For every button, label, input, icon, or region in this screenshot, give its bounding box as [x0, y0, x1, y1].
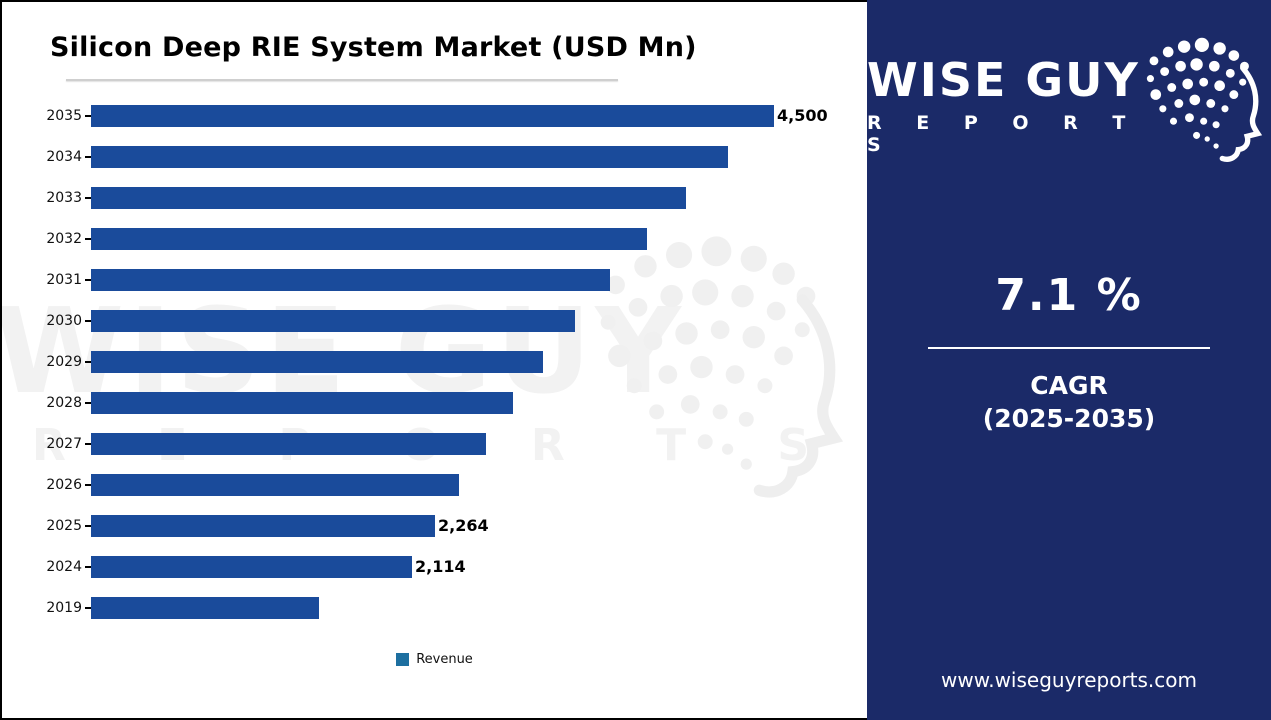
brand-logo: WISE GUY R E P O R T S: [867, 37, 1271, 182]
revenue-bar: [91, 432, 486, 455]
y-axis-tick-label: 2030: [46, 312, 82, 329]
brand-head-dots-icon: [1146, 37, 1262, 162]
bar-row: 2031: [36, 259, 867, 300]
bar-value-label: 4,500: [777, 106, 828, 125]
bar-row: 2033: [36, 177, 867, 218]
axis-tick: [85, 114, 91, 117]
y-axis-tick-label: 2034: [46, 148, 82, 165]
bar-row: 2032: [36, 218, 867, 259]
cagr-range: (2025-2035): [982, 404, 1156, 433]
cagr-value: 7.1 %: [995, 270, 1143, 321]
revenue-bar: [91, 145, 728, 168]
y-axis-tick-label: 2027: [46, 435, 82, 452]
y-axis-tick-label: 2031: [46, 271, 82, 288]
legend-swatch: [396, 653, 410, 666]
chart-panel: WISE GUY R E P O R T S Silicon Deep RIE …: [0, 0, 867, 720]
brand-subname: R E P O R T S: [867, 112, 1140, 157]
axis-tick: [85, 319, 91, 322]
revenue-bar: [91, 104, 774, 127]
chart-title: Silicon Deep RIE System Market (USD Mn): [50, 32, 697, 63]
axis-tick: [85, 196, 91, 199]
y-axis-tick-label: 2029: [46, 353, 82, 370]
brand-name: WISE GUY: [867, 53, 1140, 107]
axis-tick: [85, 442, 91, 445]
axis-tick: [85, 524, 91, 527]
bar-value-label: 2,114: [415, 557, 466, 576]
bar-row: 2030: [36, 300, 867, 341]
revenue-bar: [91, 391, 513, 414]
revenue-bar: [91, 514, 435, 537]
cagr-label: CAGR: [1030, 371, 1108, 400]
side-panel: WISE GUY R E P O R T S 7.1 % CAGR (2025-: [867, 0, 1271, 720]
bar-row: 2019: [36, 587, 867, 628]
bar-row: 2027: [36, 423, 867, 464]
bar-row: 2035 4,500: [36, 95, 867, 136]
axis-tick: [85, 565, 91, 568]
revenue-bar: [91, 555, 412, 578]
y-axis-tick-label: 2028: [46, 394, 82, 411]
cagr-divider: [928, 347, 1210, 349]
legend-label: Revenue: [416, 652, 473, 667]
y-axis-tick-label: 2033: [46, 189, 82, 206]
bar-row: 2034: [36, 136, 867, 177]
axis-tick: [85, 401, 91, 404]
y-axis-tick-label: 2026: [46, 476, 82, 493]
y-axis-tick-label: 2032: [46, 230, 82, 247]
y-axis-tick-label: 2019: [46, 599, 82, 616]
brand-text: WISE GUY R E P O R T S: [867, 53, 1172, 157]
revenue-bar: [91, 186, 686, 209]
title-underline: [66, 79, 618, 81]
axis-tick: [85, 155, 91, 158]
y-axis-tick-label: 2024: [46, 558, 82, 575]
bar-chart: 2035 4,500 2034 2033 2032 2031 2030 2029 2028 202…: [2, 95, 867, 628]
bar-row: 2029: [36, 341, 867, 382]
revenue-bar: [91, 596, 319, 619]
bar-row: 2025 2,264: [36, 505, 867, 546]
axis-tick: [85, 360, 91, 363]
revenue-bar: [91, 350, 543, 373]
axis-tick: [85, 606, 91, 609]
y-axis-tick-label: 2035: [46, 107, 82, 124]
bar-row: 2024 2,114: [36, 546, 867, 587]
bar-row: 2028: [36, 382, 867, 423]
revenue-bar: [91, 309, 575, 332]
revenue-bar: [91, 227, 647, 250]
y-axis-tick-label: 2025: [46, 517, 82, 534]
axis-tick: [85, 237, 91, 240]
revenue-bar: [91, 268, 610, 291]
website-url: www.wiseguyreports.com: [940, 668, 1197, 692]
axis-tick: [85, 278, 91, 281]
chart-legend: Revenue: [2, 652, 867, 667]
bar-value-label: 2,264: [438, 516, 489, 535]
revenue-bar: [91, 473, 459, 496]
axis-tick: [85, 483, 91, 486]
bar-row: 2026: [36, 464, 867, 505]
